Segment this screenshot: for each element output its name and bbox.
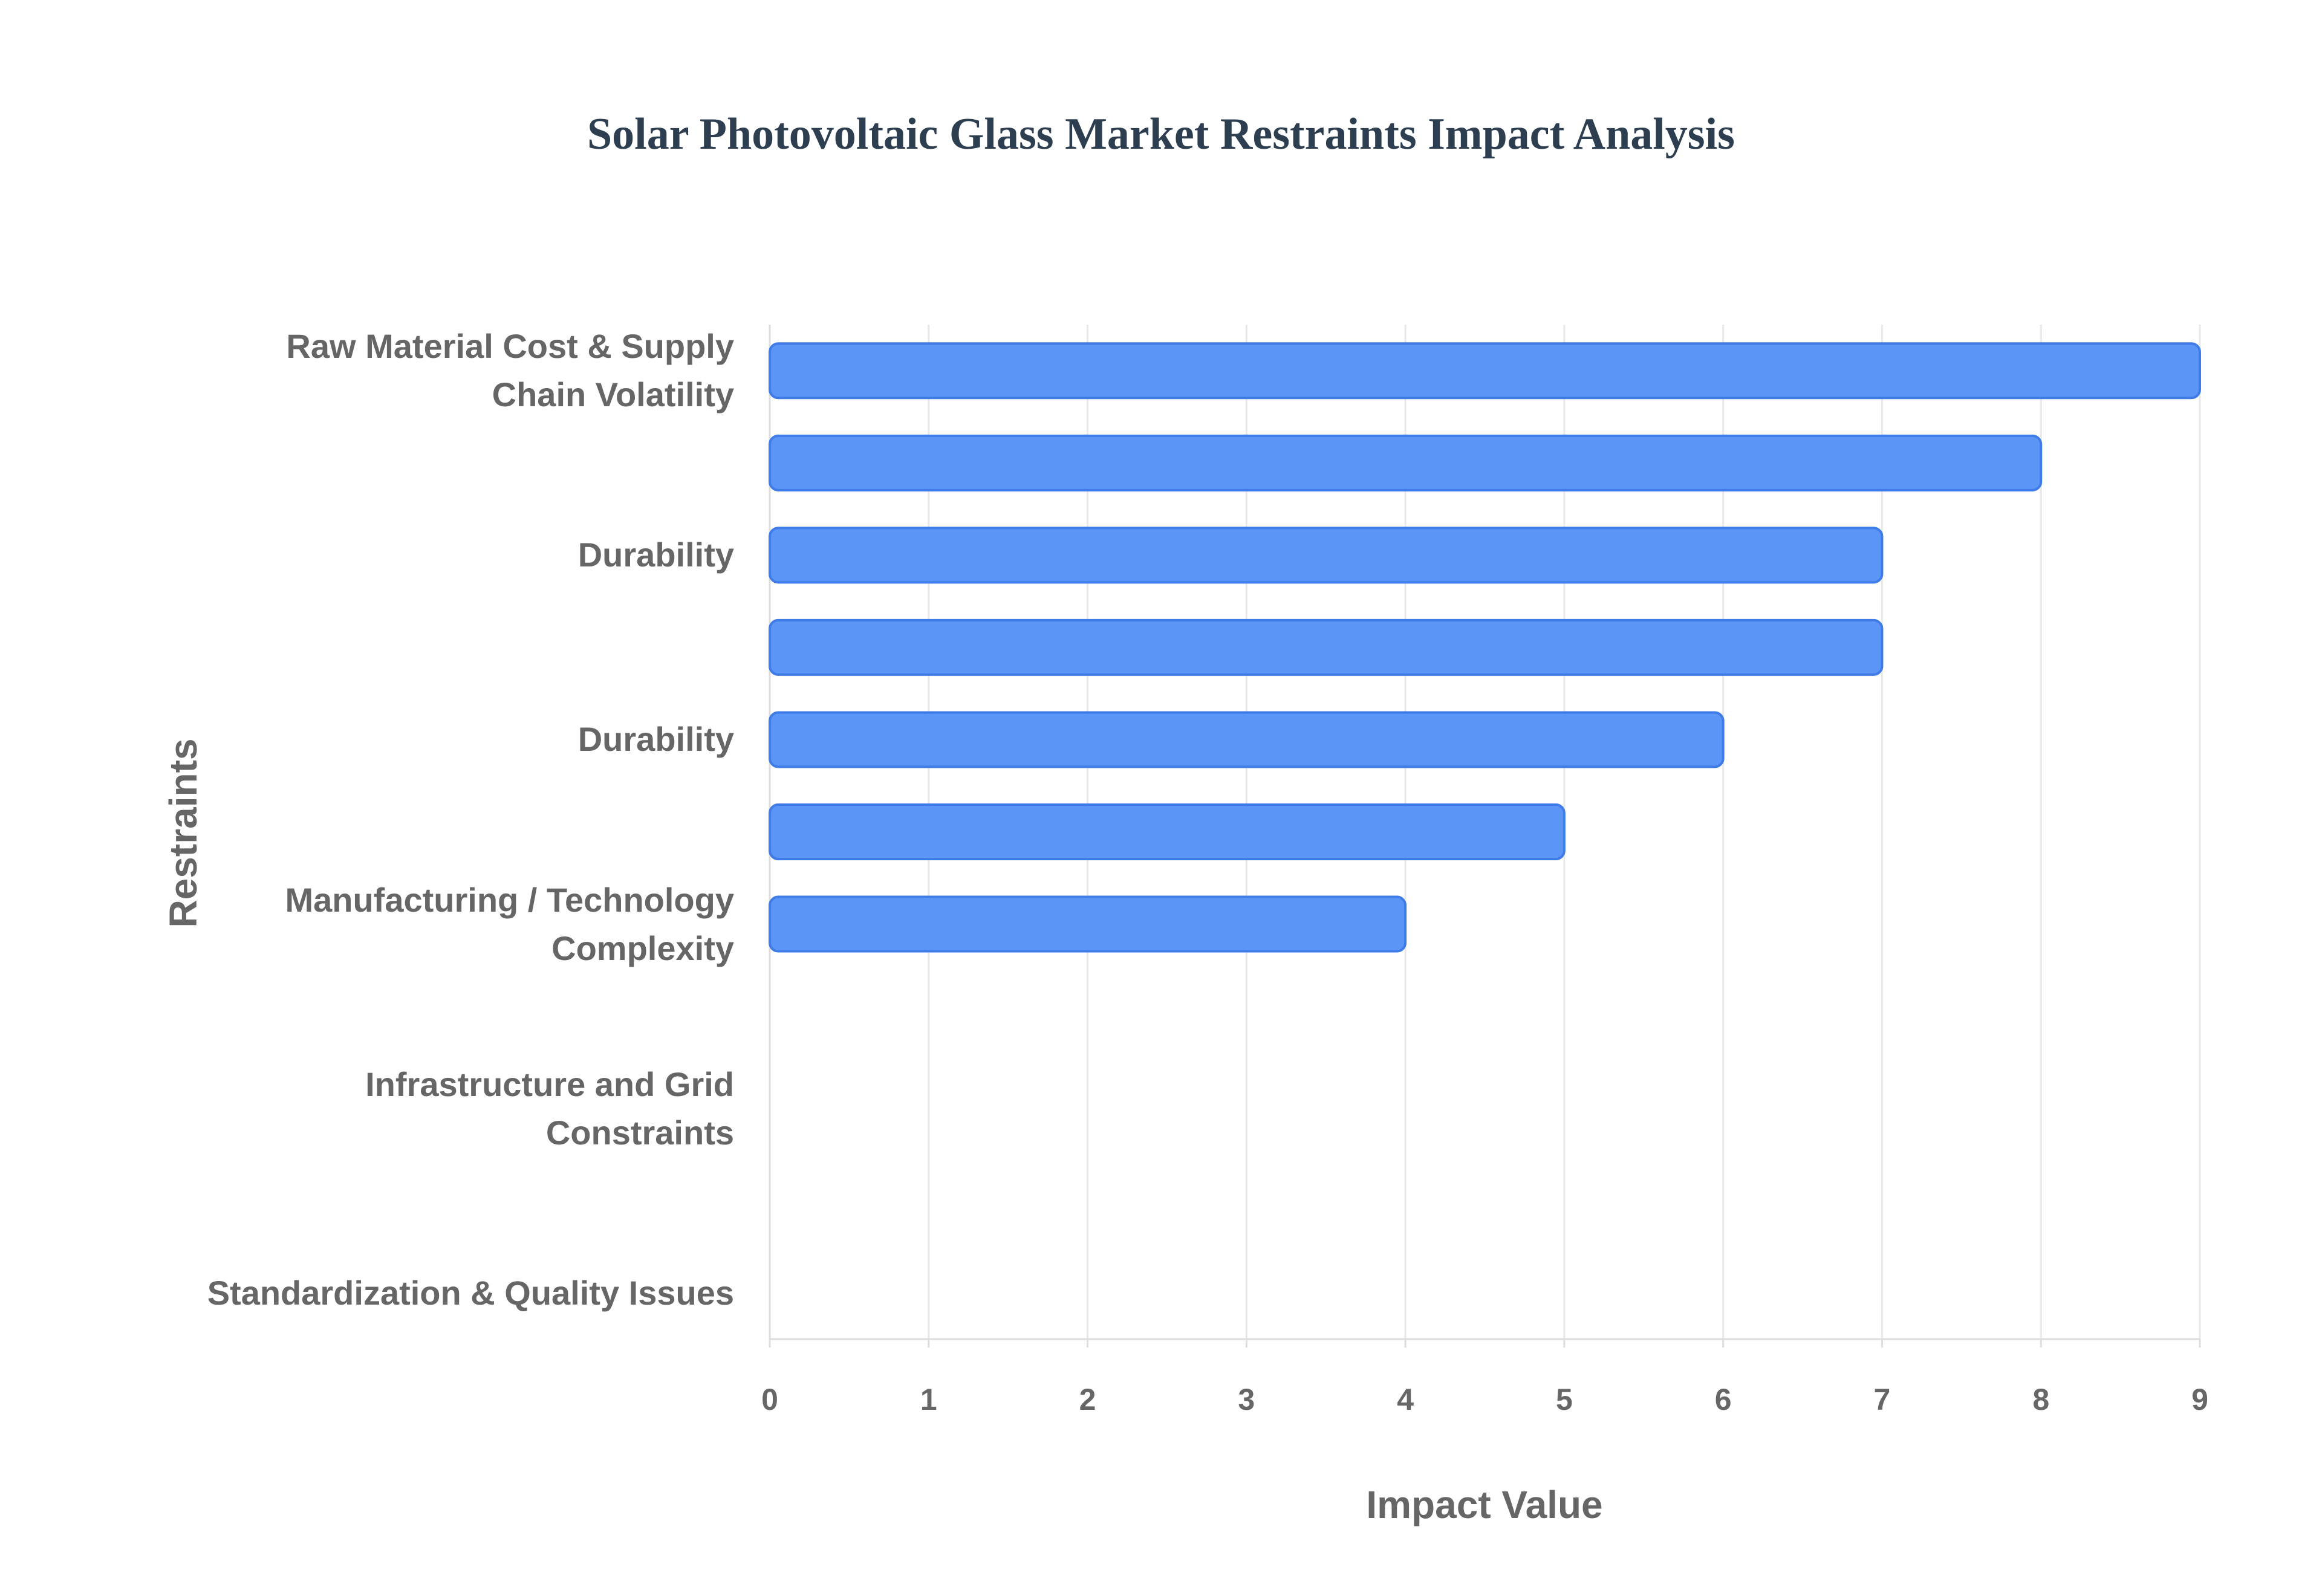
x-axis-title: Impact Value	[1366, 1483, 1602, 1526]
x-tick-label: 1	[920, 1383, 937, 1416]
y-tick-label: Durability	[577, 720, 734, 759]
bar	[769, 803, 1566, 860]
chart-title: Solar Photovoltaic Glass Market Restrain…	[587, 109, 1735, 159]
y-tick-label: Durability	[577, 536, 734, 574]
x-tick-label: 4	[1397, 1383, 1414, 1416]
x-tick-label: 2	[1079, 1383, 1096, 1416]
bar	[769, 342, 2201, 400]
x-tick-label: 0	[761, 1383, 778, 1416]
bar	[769, 527, 1884, 584]
bar	[769, 434, 2043, 491]
y-axis-title: Restraints	[161, 739, 205, 928]
bar	[769, 618, 1884, 676]
bar	[769, 711, 1725, 768]
x-tick-label: 9	[2191, 1383, 2208, 1416]
x-tick-label: 8	[2032, 1383, 2049, 1416]
x-tick-label: 6	[1715, 1383, 1732, 1416]
y-tick-label: Infrastructure and Grid Constraints	[365, 1065, 734, 1152]
x-tick-label: 5	[1556, 1383, 1573, 1416]
bar	[769, 895, 1407, 953]
y-tick-label: Raw Material Cost & Supply Chain Volatil…	[286, 327, 734, 414]
x-tick-label: 7	[1874, 1383, 1891, 1416]
x-tick-label: 3	[1238, 1383, 1255, 1416]
y-tick-label: Manufacturing / Technology Complexity	[285, 880, 734, 967]
y-tick-label: Standardization & Quality Issues	[207, 1273, 734, 1312]
